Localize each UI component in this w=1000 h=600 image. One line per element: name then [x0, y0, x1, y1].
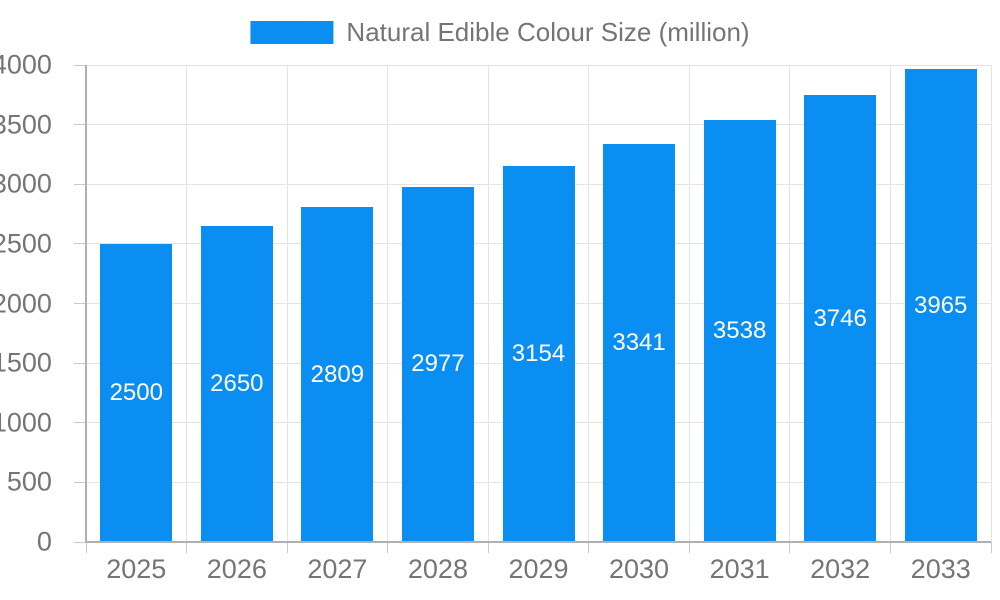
y-gridline	[86, 124, 991, 126]
x-gridline	[387, 65, 389, 542]
x-axis-label: 2029	[508, 553, 569, 584]
bar-2031[interactable]	[703, 120, 776, 542]
bar-2028[interactable]	[401, 186, 474, 542]
y-axis-label: 3000	[0, 168, 52, 199]
bar-value-label: 2650	[210, 369, 264, 397]
plot-area: 0 500 1000 1500 2000 2500 3000 3500 4000 2025 2026…	[0, 50, 992, 584]
x-axis-label: 2030	[609, 553, 670, 584]
y-axis-tick	[74, 481, 86, 483]
x-axis-label: 2026	[206, 553, 267, 584]
x-axis-label: 2033	[910, 553, 971, 584]
y-axis-tick	[74, 243, 86, 245]
x-axis-tick	[990, 542, 992, 553]
x-axis-tick	[789, 542, 791, 553]
x-axis-tick	[688, 542, 690, 553]
y-axis-tick	[74, 362, 86, 364]
bar-value-label: 3341	[612, 328, 666, 356]
bar-2030[interactable]	[603, 143, 676, 542]
bar-value-label: 2809	[310, 360, 365, 388]
y-axis-label: 1500	[0, 347, 52, 378]
x-gridline	[889, 65, 891, 542]
x-gridline	[487, 65, 489, 542]
bar-2026[interactable]	[200, 225, 273, 542]
y-axis-label: 4000	[0, 49, 52, 80]
x-axis-line	[86, 541, 991, 543]
legend-label: Natural Edible Colour Size (million)	[346, 17, 750, 47]
x-axis-tick	[387, 542, 389, 553]
y-axis-label: 1000	[0, 407, 52, 438]
y-axis-tick	[74, 183, 86, 185]
x-axis-label: 2031	[709, 553, 770, 584]
x-axis-label: 2032	[810, 553, 871, 584]
x-gridline	[286, 65, 288, 542]
x-gridline	[588, 65, 590, 542]
legend-swatch-icon	[250, 21, 334, 44]
y-axis-tick	[74, 303, 86, 304]
bar-value-label: 2500	[109, 378, 163, 406]
x-axis-label: 2027	[307, 553, 368, 584]
bar-value-label: 3538	[712, 317, 767, 345]
y-axis-label: 500	[6, 466, 52, 497]
bar-value-label: 3965	[914, 291, 968, 319]
bar-value-label: 3154	[511, 339, 566, 367]
y-axis-label: 2500	[0, 228, 52, 259]
bar-2032[interactable]	[804, 95, 877, 542]
bar-2027[interactable]	[301, 207, 374, 542]
bar-2025[interactable]	[100, 243, 173, 542]
y-axis-line	[85, 65, 87, 542]
bar-value-label: 3746	[813, 304, 867, 332]
x-gridline	[186, 65, 188, 542]
y-gridline	[86, 64, 991, 66]
x-axis-tick	[487, 542, 489, 553]
x-axis-tick	[889, 542, 891, 553]
y-axis-label: 2000	[0, 288, 52, 318]
x-gridline	[688, 65, 690, 542]
x-gridline	[789, 65, 791, 542]
bar-2033[interactable]	[904, 69, 977, 542]
y-axis-tick	[74, 541, 86, 543]
x-axis-tick	[588, 542, 590, 553]
bar-value-label: 2977	[411, 350, 465, 378]
x-axis-label: 2025	[106, 553, 167, 584]
x-axis-tick	[286, 542, 288, 553]
x-axis-tick	[186, 542, 188, 553]
x-gridline	[990, 65, 992, 542]
chart-legend[interactable]: Natural Edible Colour Size (million)	[250, 17, 750, 48]
y-axis-label: 3500	[0, 109, 52, 140]
x-axis-label: 2028	[407, 553, 468, 584]
y-axis-label: 0	[36, 526, 52, 557]
y-axis-tick	[74, 422, 86, 424]
x-axis-tick	[85, 542, 87, 553]
y-axis-tick	[74, 124, 86, 126]
y-axis-tick	[74, 64, 86, 66]
bar-2029[interactable]	[502, 165, 575, 542]
